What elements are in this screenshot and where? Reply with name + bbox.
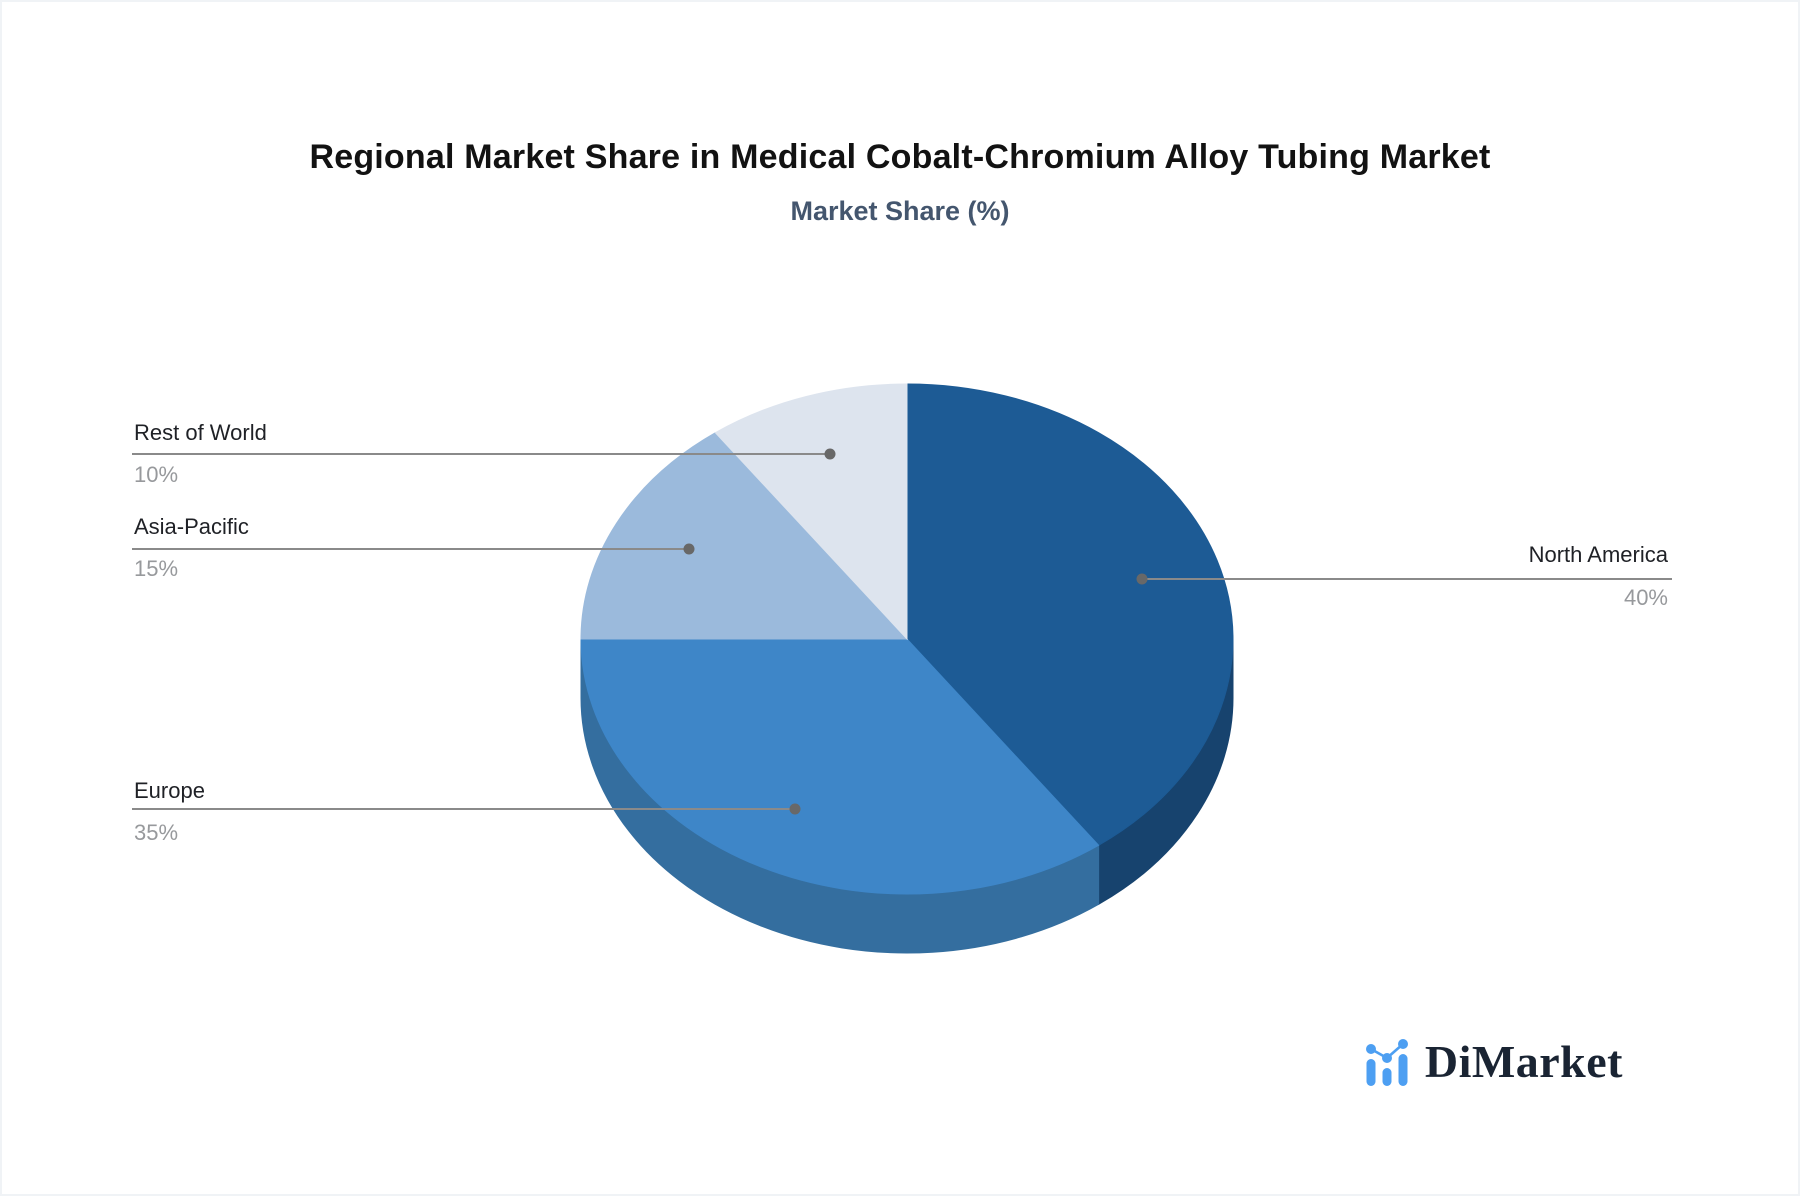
- pie-slice-rest-of-world: [714, 383, 908, 641]
- leader-dot-europe: [789, 803, 801, 815]
- brand-logo: DiMarket: [1365, 1038, 1623, 1086]
- leader-lines: [132, 453, 1672, 810]
- chart-title: Regional Market Share in Medical Cobalt-…: [309, 138, 1491, 176]
- pie-slice-europe: [580, 638, 1100, 895]
- slice-label-group-europe: Europe 35%: [134, 777, 205, 846]
- slice-label-group-rest-of-world: Rest of World 10%: [134, 419, 267, 488]
- pie-slice-asia-pacific: [580, 432, 909, 640]
- leader-dots: [683, 448, 1148, 815]
- slice-value: 40%: [1623, 585, 1668, 610]
- slice-label-group-asia-pacific: Asia-Pacific 15%: [134, 513, 249, 582]
- slice-value: 10%: [134, 462, 179, 487]
- leader-dot-north-america: [1136, 573, 1148, 585]
- leader-dot-asia-pacific: [683, 543, 695, 555]
- slice-value: 35%: [134, 820, 179, 845]
- brand-name: DiMarket: [1424, 1036, 1623, 1087]
- slice-label: Asia-Pacific: [134, 514, 249, 539]
- chart-subtitle: Market Share (%): [790, 196, 1010, 226]
- pie-slice-north-america: [906, 383, 1234, 846]
- pie-slices: [580, 383, 1234, 895]
- slice-label: Europe: [134, 778, 205, 803]
- slice-label: Rest of World: [134, 420, 267, 445]
- slice-label-group-north-america: North America 40%: [1529, 541, 1668, 611]
- slice-value: 15%: [134, 556, 179, 581]
- leader-dot-rest-of-world: [824, 448, 836, 460]
- slice-label: North America: [1528, 542, 1668, 567]
- bar-line-chart-logo-icon: [1365, 1039, 1408, 1086]
